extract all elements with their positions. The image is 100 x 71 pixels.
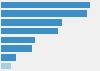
Bar [1,28,58,34]
Bar [1,37,35,43]
Bar [1,45,32,52]
Bar [1,2,90,8]
Bar [1,19,62,26]
Bar [1,63,11,69]
Bar [1,54,16,60]
Bar [1,11,87,17]
